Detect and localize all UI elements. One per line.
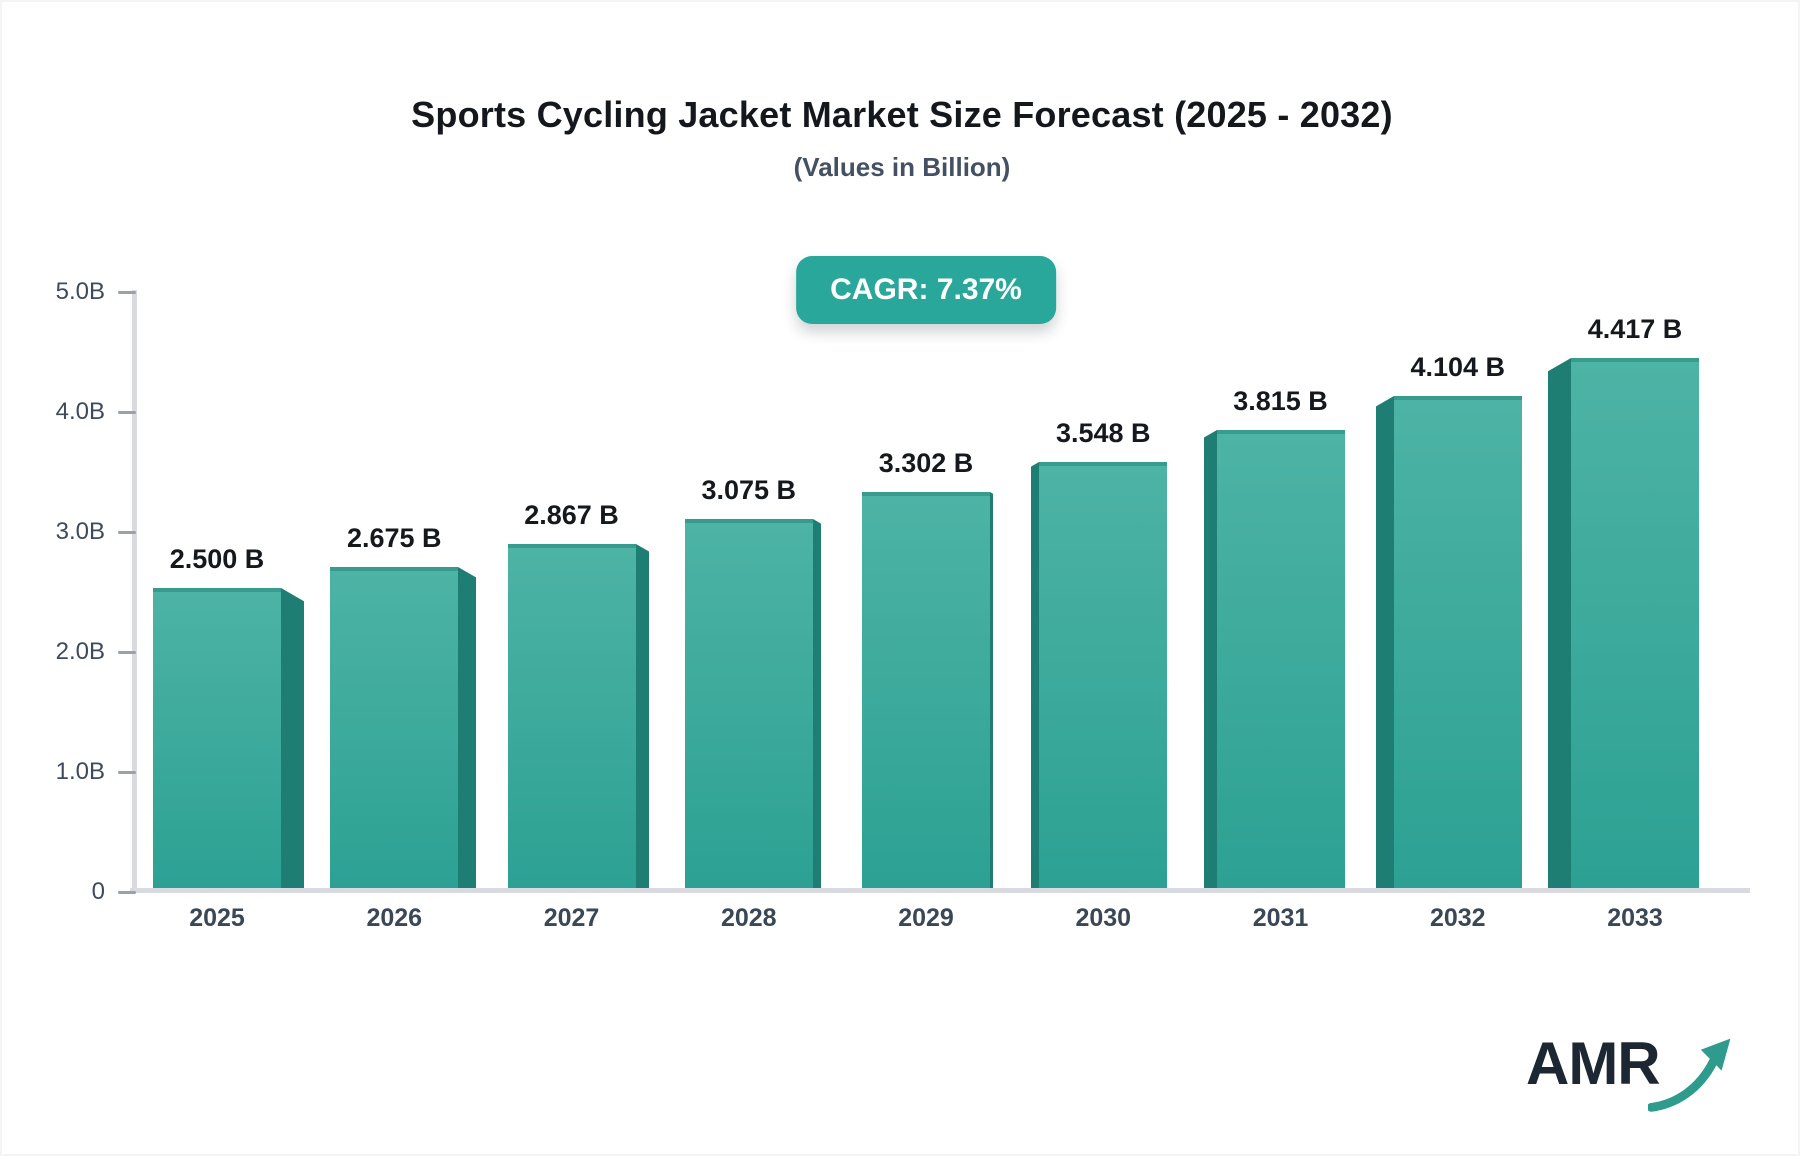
bar-2026 — [330, 567, 459, 888]
x-label-2028: 2028 — [720, 904, 777, 932]
bar-side-face — [990, 491, 993, 888]
y-tick-mark — [118, 410, 136, 414]
bar-value-label: 2.500 B — [169, 544, 265, 574]
y-axis-line — [132, 290, 137, 891]
bar-2029 — [862, 491, 990, 888]
bar-value-label: 3.548 B — [1055, 418, 1151, 449]
x-label-2030: 2030 — [1075, 904, 1132, 932]
y-tick-0: 0 — [16, 877, 140, 907]
y-tick-mark — [118, 650, 136, 654]
bar-side-face — [635, 543, 649, 888]
bar-side-face — [458, 567, 477, 888]
x-label-2027: 2027 — [543, 904, 600, 932]
bar-value-label: 4.104 B — [1410, 351, 1506, 382]
y-tick-label: 5.0B — [55, 278, 105, 305]
bar-side-face — [1375, 395, 1394, 888]
plot-area: 2.500 B 2.675 B 2.867 B 3.075 B 3.302 B 3.548… — [138, 252, 1750, 888]
chart-subtitle: (Values in Billion) — [793, 152, 1011, 182]
x-label-2025: 2025 — [189, 904, 245, 932]
logo-arrow-icon — [1647, 1038, 1731, 1112]
y-tick-label: 3.0B — [55, 518, 105, 545]
x-label-2026: 2026 — [366, 904, 423, 932]
x-axis-line — [130, 888, 1750, 893]
y-tick-1.0B: 1.0B — [16, 757, 140, 787]
chart-header: Sports Cycling Jacket Market Size Foreca… — [2, 94, 1798, 183]
bar-2028 — [684, 519, 813, 888]
bar-value-label: 3.302 B — [878, 447, 974, 478]
bar-2031 — [1216, 430, 1345, 888]
bar-value-label: 3.075 B — [701, 475, 797, 505]
chart-title: Sports Cycling Jacket Market Size Foreca… — [411, 94, 1393, 135]
bar-2025 — [153, 588, 281, 888]
bar-side-face — [1548, 357, 1571, 888]
x-label-2033: 2033 — [1607, 904, 1663, 932]
cagr-badge: CAGR: 7.37% — [796, 256, 1056, 324]
y-tick-4.0B: 4.0B — [16, 397, 140, 427]
bar-2032 — [1393, 395, 1522, 888]
y-tick-label: 0 — [91, 878, 105, 905]
bar-value-label: 4.417 B — [1587, 313, 1683, 344]
bar-2033 — [1571, 357, 1699, 888]
y-tick-label: 4.0B — [55, 398, 105, 425]
y-tick-5.0B: 5.0B — [16, 277, 140, 307]
cagr-badge-label: CAGR: 7.37% — [830, 273, 1022, 306]
bar-value-label: 3.815 B — [1233, 386, 1328, 417]
y-tick-mark — [118, 530, 136, 534]
y-tick-3.0B: 3.0B — [16, 517, 140, 547]
y-tick-label: 1.0B — [55, 758, 105, 785]
bar-2027 — [507, 543, 636, 888]
bar-2030 — [1039, 462, 1168, 888]
bar-side-face — [1031, 462, 1040, 888]
x-label-2032: 2032 — [1429, 904, 1486, 932]
bar-side-face — [812, 519, 821, 888]
y-tick-mark — [118, 290, 136, 294]
y-tick-mark — [118, 890, 136, 894]
amr-logo-text: AMR — [1526, 1030, 1661, 1097]
bar-side-face — [281, 588, 304, 888]
y-tick-mark — [118, 770, 136, 774]
amr-logo: AMR — [1526, 1034, 1736, 1118]
x-label-2029: 2029 — [898, 904, 954, 932]
bar-value-label: 2.675 B — [346, 523, 442, 553]
y-tick-label: 2.0B — [55, 638, 105, 665]
x-label-2031: 2031 — [1252, 904, 1309, 932]
y-tick-2.0B: 2.0B — [16, 637, 140, 667]
bar-side-face — [1203, 430, 1217, 888]
bar-value-label: 2.867 B — [524, 499, 619, 530]
